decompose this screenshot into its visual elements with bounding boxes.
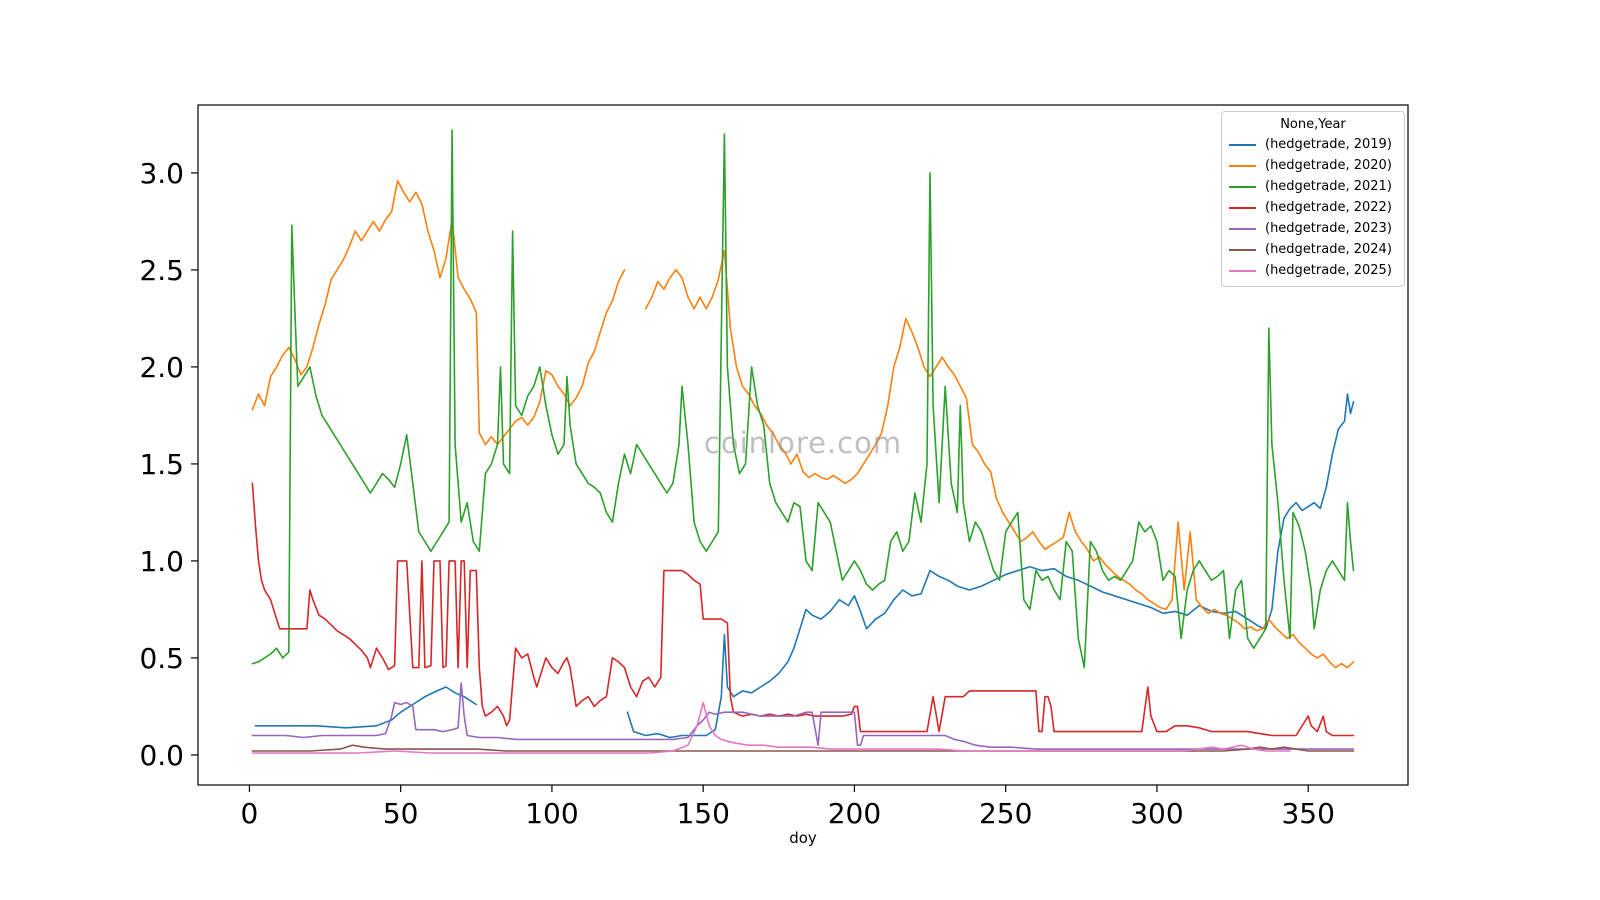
- legend-label: (hedgetrade, 2023): [1265, 221, 1392, 236]
- legend-title: None,Year: [1280, 117, 1346, 132]
- series-line-2021: [251, 129, 1355, 669]
- legend-line-swatch: [1229, 185, 1256, 188]
- y-tick-label: 2.0: [139, 351, 184, 384]
- legend-entries: (hedgetrade, 2019) (hedgetrade, 2020) (hed…: [1229, 134, 1397, 281]
- series-line-2020: [251, 179, 1355, 669]
- legend-line-swatch: [1229, 164, 1256, 167]
- legend-line-swatch: [1229, 269, 1256, 272]
- legend-line-swatch: [1229, 248, 1256, 251]
- x-tick-label: 200: [828, 797, 881, 830]
- y-tick-label: 1.0: [139, 545, 184, 578]
- y-tick-label: 0.0: [139, 739, 184, 772]
- legend-label: (hedgetrade, 2025): [1265, 263, 1392, 278]
- series-line-2022: [251, 482, 1355, 737]
- x-tick-label: 50: [383, 797, 419, 830]
- legend-label: (hedgetrade, 2020): [1265, 158, 1392, 173]
- x-tick-label: 0: [241, 797, 259, 830]
- legend-entry-2023: (hedgetrade, 2023): [1229, 218, 1397, 239]
- y-tick-label: 1.5: [139, 448, 184, 481]
- series-line-2019: [254, 393, 1355, 739]
- legend-line-swatch: [1229, 206, 1256, 209]
- legend-entry-2020: (hedgetrade, 2020): [1229, 155, 1397, 176]
- legend-label: (hedgetrade, 2024): [1265, 242, 1392, 257]
- legend-entry-2025: (hedgetrade, 2025): [1229, 260, 1397, 281]
- x-tick-label: 150: [676, 797, 729, 830]
- x-axis-label: doy: [789, 829, 817, 847]
- legend: None,Year (hedgetrade, 2019) (hedgetrade,…: [1221, 111, 1405, 287]
- series-line-2024: [251, 744, 1355, 752]
- legend-label: (hedgetrade, 2019): [1265, 137, 1392, 152]
- legend-label: (hedgetrade, 2022): [1265, 200, 1392, 215]
- legend-line-swatch: [1229, 227, 1256, 230]
- x-tick-label: 100: [525, 797, 578, 830]
- legend-label: (hedgetrade, 2021): [1265, 179, 1392, 194]
- y-tick-label: 2.5: [139, 254, 184, 287]
- y-tick-label: 0.5: [139, 642, 184, 675]
- legend-entry-2022: (hedgetrade, 2022): [1229, 197, 1397, 218]
- y-tick-label: 3.0: [139, 157, 184, 190]
- legend-entry-2021: (hedgetrade, 2021): [1229, 176, 1397, 197]
- legend-entry-2024: (hedgetrade, 2024): [1229, 239, 1397, 260]
- x-tick-label: 350: [1281, 797, 1334, 830]
- x-tick-label: 250: [979, 797, 1032, 830]
- legend-line-swatch: [1229, 143, 1256, 146]
- x-tick-label: 300: [1130, 797, 1183, 830]
- series-line-2025: [251, 701, 1291, 754]
- legend-entry-2019: (hedgetrade, 2019): [1229, 134, 1397, 155]
- series-line-2023: [251, 682, 1355, 750]
- axes-frame: [197, 104, 1409, 786]
